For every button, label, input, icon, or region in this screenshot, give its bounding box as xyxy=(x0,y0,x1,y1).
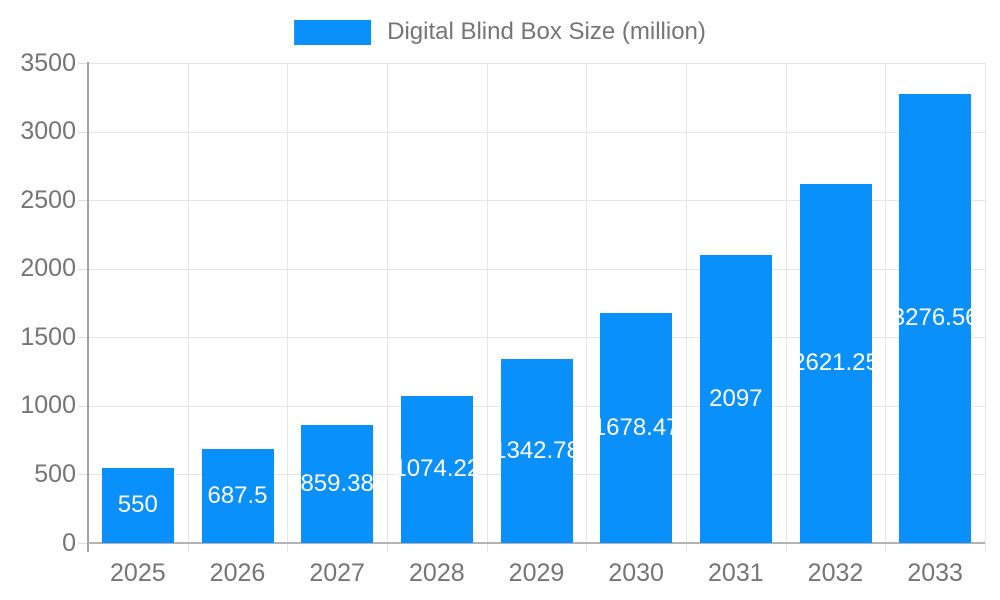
x-axis-tick-label: 2026 xyxy=(209,559,266,587)
x-axis-tick-label: 2028 xyxy=(409,559,465,587)
x-axis-tick-label: 2025 xyxy=(110,559,166,587)
y-axis-tick xyxy=(78,405,88,407)
legend-color-swatch xyxy=(294,19,372,45)
gridline-horizontal xyxy=(88,268,985,270)
y-axis-tick-label: 2500 xyxy=(20,185,76,214)
bar[interactable]: 2621.25 xyxy=(792,183,879,543)
gridline-vertical xyxy=(187,63,189,552)
y-axis-tick xyxy=(78,543,88,544)
bar[interactable]: 1678.47 xyxy=(593,312,680,543)
gridline-vertical xyxy=(985,63,986,552)
gridline-horizontal xyxy=(88,337,985,339)
x-axis-tick-label: 2032 xyxy=(807,559,864,587)
y-axis-tick-label: 1500 xyxy=(20,322,76,351)
y-axis-line xyxy=(87,62,89,552)
bar[interactable]: 3276.56 xyxy=(892,93,979,543)
bar-value-label: 1678.47 xyxy=(592,413,680,441)
bar-value-label: 2097 xyxy=(709,385,763,413)
y-axis-tick xyxy=(78,337,88,339)
y-axis-tick-label: 3500 xyxy=(20,48,76,77)
bar[interactable]: 2097 xyxy=(699,255,772,543)
bar[interactable]: 550 xyxy=(101,467,174,543)
bar[interactable]: 687.5 xyxy=(201,448,274,543)
bar-value-label: 550 xyxy=(117,491,158,519)
y-axis-tick-label: 3000 xyxy=(20,117,76,146)
y-axis-tick-label: 0 xyxy=(62,528,76,557)
bar-value-label: 859.38 xyxy=(300,470,374,498)
x-axis-tick-label: 2029 xyxy=(508,559,565,587)
x-axis-tick-label: 2030 xyxy=(608,559,664,587)
bar[interactable]: 1074.22 xyxy=(393,395,480,543)
bar-value-label: 2621.25 xyxy=(792,349,879,377)
gridline-vertical xyxy=(785,63,787,552)
y-axis-tick-label: 500 xyxy=(34,459,76,488)
bar-value-label: 687.5 xyxy=(207,481,268,509)
y-axis-tick-label: 1000 xyxy=(20,391,76,420)
gridline-horizontal xyxy=(88,131,985,133)
y-axis-tick xyxy=(78,63,88,64)
gridline-vertical xyxy=(387,63,388,552)
gridline-vertical xyxy=(486,63,488,552)
x-axis-tick-label: 2031 xyxy=(708,559,764,587)
gridline-vertical xyxy=(686,63,687,552)
y-axis-tick xyxy=(78,268,88,270)
gridline-vertical xyxy=(885,63,887,552)
y-axis-tick xyxy=(78,474,88,476)
x-axis-tick-label: 2027 xyxy=(309,559,365,587)
gridline-horizontal xyxy=(88,200,985,202)
gridline-vertical xyxy=(586,63,588,552)
y-axis-tick-label: 2000 xyxy=(20,254,76,283)
bar-value-label: 3276.56 xyxy=(891,304,979,332)
gridline-vertical xyxy=(287,63,289,552)
bar[interactable]: 1342.78 xyxy=(493,358,580,543)
bar[interactable]: 859.38 xyxy=(300,425,374,543)
bar-value-label: 1342.78 xyxy=(493,436,580,464)
legend-item[interactable]: Digital Blind Box Size (million) xyxy=(294,18,706,46)
x-axis-line xyxy=(88,542,985,544)
bar-value-label: 1074.22 xyxy=(393,455,481,483)
y-axis-tick xyxy=(78,200,88,202)
legend-label: Digital Blind Box Size (million) xyxy=(387,18,706,45)
y-axis-tick xyxy=(78,131,88,133)
x-axis-tick-label: 2033 xyxy=(907,559,963,587)
gridline-horizontal xyxy=(88,63,985,64)
